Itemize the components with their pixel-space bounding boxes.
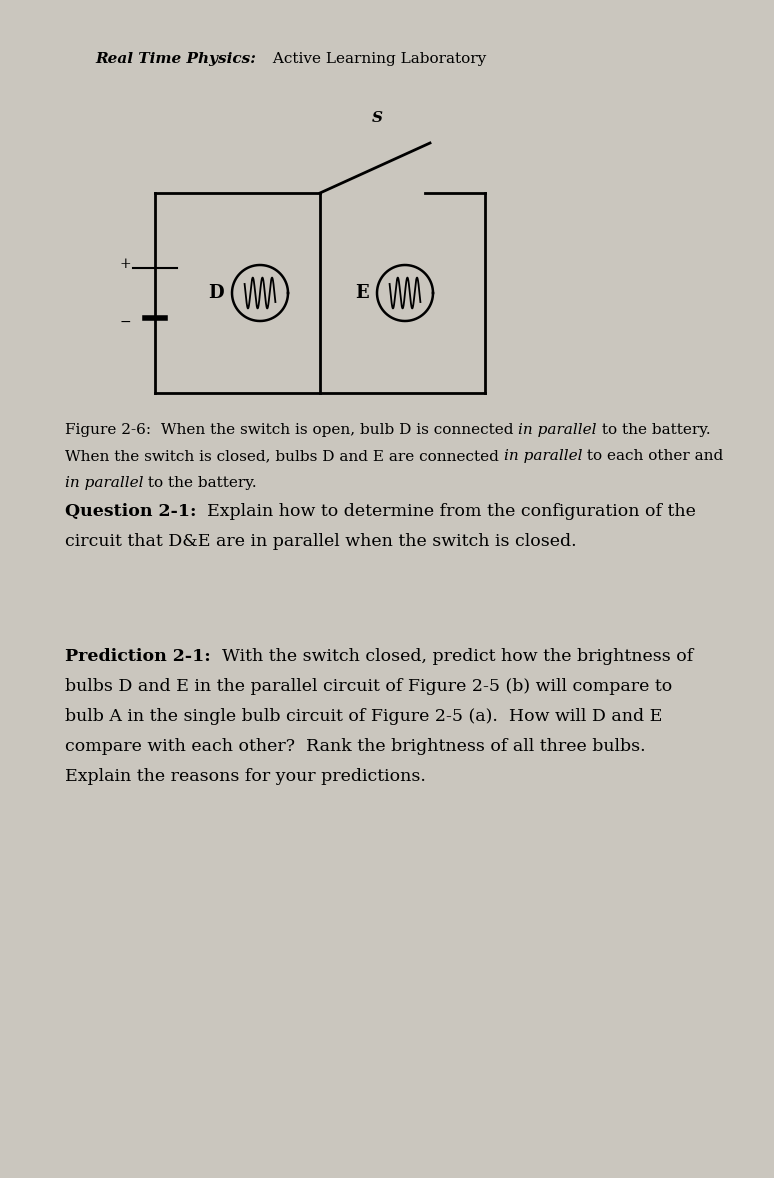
Text: in parallel: in parallel [65, 476, 143, 490]
Text: in parallel: in parallel [504, 450, 582, 463]
Text: to the battery.: to the battery. [143, 476, 257, 490]
Text: +: + [119, 257, 131, 271]
Text: Figure 2-6:  When the switch is open, bulb D is connected: Figure 2-6: When the switch is open, bul… [65, 423, 519, 437]
Text: With the switch closed, predict how the brightness of: With the switch closed, predict how the … [211, 648, 693, 666]
Text: circuit that D&E are in parallel when the switch is closed.: circuit that D&E are in parallel when th… [65, 532, 577, 550]
Text: Explain the reasons for your predictions.: Explain the reasons for your predictions… [65, 768, 426, 785]
Text: Question 2-1:: Question 2-1: [65, 503, 197, 519]
Text: D: D [208, 284, 224, 302]
Text: bulb A in the single bulb circuit of Figure 2-5 (a).  How will D and E: bulb A in the single bulb circuit of Fig… [65, 708, 663, 724]
Text: to the battery.: to the battery. [597, 423, 711, 437]
Text: to each other and: to each other and [582, 450, 724, 463]
Text: Prediction 2-1:: Prediction 2-1: [65, 648, 211, 666]
Text: S: S [372, 111, 383, 125]
Text: bulbs D and E in the parallel circuit of Figure 2-5 (b) will compare to: bulbs D and E in the parallel circuit of… [65, 679, 673, 695]
Text: compare with each other?  Rank the brightness of all three bulbs.: compare with each other? Rank the bright… [65, 737, 646, 755]
Text: When the switch is closed, bulbs D and E are connected: When the switch is closed, bulbs D and E… [65, 450, 504, 463]
Text: Active Learning Laboratory: Active Learning Laboratory [268, 52, 486, 66]
Text: E: E [355, 284, 369, 302]
Text: Explain how to determine from the configuration of the: Explain how to determine from the config… [197, 503, 697, 519]
Text: in parallel: in parallel [519, 423, 597, 437]
Text: −: − [119, 315, 131, 329]
Text: Real Time Physics:: Real Time Physics: [95, 52, 256, 66]
